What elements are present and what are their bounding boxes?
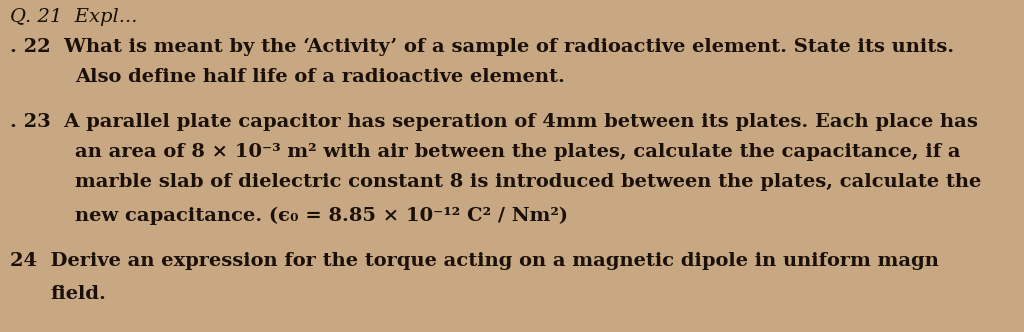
Text: field.: field. [50,285,105,303]
Text: . 23  A parallel plate capacitor has seperation of 4mm between its plates. Each : . 23 A parallel plate capacitor has sepe… [10,113,978,131]
Text: marble slab of dielectric constant 8 is introduced between the plates, calculate: marble slab of dielectric constant 8 is … [75,173,981,191]
Text: new capacitance. (ϵ₀ = 8.85 × 10⁻¹² C² / Nm²): new capacitance. (ϵ₀ = 8.85 × 10⁻¹² C² /… [75,207,568,225]
Text: 24  Derive an expression for the torque acting on a magnetic dipole in uniform m: 24 Derive an expression for the torque a… [10,252,939,270]
Text: . 22  What is meant by the ‘Activity’ of a sample of radioactive element. State : . 22 What is meant by the ‘Activity’ of … [10,38,954,56]
Text: Q. 21  Expl...: Q. 21 Expl... [10,8,137,26]
Text: Also define half life of a radioactive element.: Also define half life of a radioactive e… [75,68,565,86]
Text: an area of 8 × 10⁻³ m² with air between the plates, calculate the capacitance, i: an area of 8 × 10⁻³ m² with air between … [75,143,961,161]
